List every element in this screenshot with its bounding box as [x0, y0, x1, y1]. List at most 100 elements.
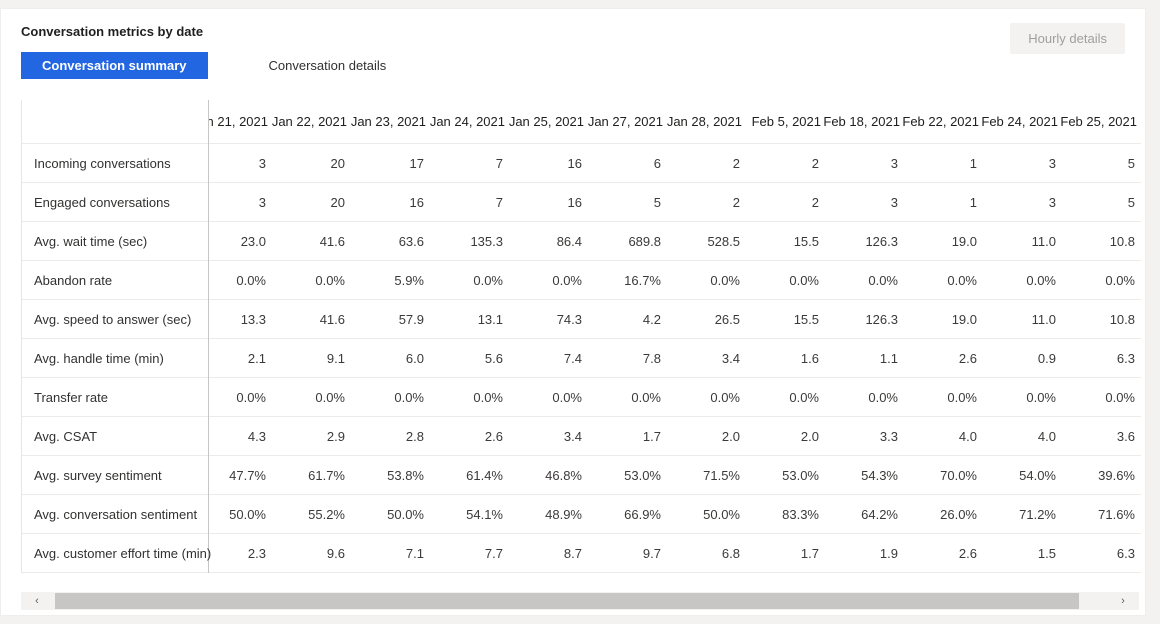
metric-value-cell: 6.3: [1116, 350, 1135, 366]
metric-value-cell: 19.0: [951, 311, 977, 327]
metric-value-cell: 7.1: [405, 545, 424, 561]
metric-value-cell: 7: [495, 194, 503, 210]
metric-value-cell: 2.6: [958, 545, 977, 561]
page-title: Conversation metrics by date: [21, 24, 204, 39]
table-row: 50.0% 55.2% 50.0% 54.1% 48.9% 66.9% 50.0% 83.3%…: [209, 495, 1141, 534]
tab-conversation-details[interactable]: Conversation details: [268, 58, 387, 73]
metric-value-cell: 0.0%: [236, 389, 266, 405]
metric-value-cell: 4.3: [247, 428, 266, 444]
metric-value-cell: 3: [258, 194, 266, 210]
metric-value-cell: 46.8%: [545, 467, 582, 483]
scrollbar-track[interactable]: [53, 592, 1107, 610]
metric-value-cell: 0.0%: [1105, 389, 1135, 405]
metric-row-label: Incoming conversations: [22, 144, 208, 183]
metric-value-cell: 16: [409, 194, 424, 210]
metric-value-cell: 0.0%: [789, 272, 819, 288]
metric-value-cell: 54.3%: [861, 467, 898, 483]
metric-value-cell: 15.5: [793, 311, 819, 327]
metric-value-cell: 7: [495, 155, 503, 171]
table-row: 13.3 41.6 57.9 13.1 74.3 4.2 26.5 15.5 126.3 19.0…: [209, 300, 1141, 339]
metric-value-cell: 6.8: [721, 545, 740, 561]
metric-value-cell: 0.0%: [1026, 272, 1056, 288]
metric-row-label: Avg. CSAT: [22, 417, 208, 456]
metric-value-cell: 0.0%: [394, 389, 424, 405]
metric-value-cell: 7.8: [642, 350, 661, 366]
metric-value-cell: 3: [890, 155, 898, 171]
metric-value-cell: 6.0: [405, 350, 424, 366]
metric-value-cell: 53.0%: [624, 467, 661, 483]
metric-value-cell: 9.7: [642, 545, 661, 561]
date-column-header: Feb 5, 2021: [751, 114, 821, 129]
hourly-details-button[interactable]: Hourly details: [1010, 23, 1125, 54]
metric-value-cell: 3.6: [1116, 428, 1135, 444]
metric-value-cell: 19.0: [951, 233, 977, 249]
metric-value-cell: 1: [969, 155, 977, 171]
metric-value-cell: 3: [258, 155, 266, 171]
metric-value-cell: 6: [653, 155, 661, 171]
table-row: 2.1 9.1 6.0 5.6 7.4 7.8 3.4 1.6 1.1 2.6 0.9 6.3: [209, 339, 1141, 378]
metric-value-cell: 64.2%: [861, 506, 898, 522]
metric-value-cell: 4.2: [642, 311, 661, 327]
tab-conversation-summary[interactable]: Conversation summary: [21, 52, 208, 79]
metric-value-cell: 1.9: [879, 545, 898, 561]
metric-value-cell: 689.8: [628, 233, 661, 249]
metric-value-cell: 16: [567, 155, 582, 171]
metric-value-cell: 126.3: [865, 233, 898, 249]
metric-value-cell: 9.1: [326, 350, 345, 366]
metric-value-cell: 1.1: [879, 350, 898, 366]
metric-value-cell: 0.9: [1037, 350, 1056, 366]
metric-value-cell: 54.1%: [466, 506, 503, 522]
horizontal-scrollbar[interactable]: ‹ ›: [21, 592, 1139, 610]
date-column-header: Jan 27, 2021: [587, 114, 663, 129]
metric-value-cell: 53.0%: [782, 467, 819, 483]
metric-value-cell: 5.6: [484, 350, 503, 366]
metric-value-cell: 83.3%: [782, 506, 819, 522]
metric-value-cell: 3: [1048, 194, 1056, 210]
metric-value-cell: 1.5: [1037, 545, 1056, 561]
metric-value-cell: 5: [1127, 194, 1135, 210]
scroll-left-icon[interactable]: ‹: [35, 595, 39, 607]
metric-label-cells: Incoming conversations Engaged conversati…: [22, 144, 211, 573]
metric-value-cell: 7.7: [484, 545, 503, 561]
metric-value-cell: 0.0%: [868, 389, 898, 405]
table-row: 47.7% 61.7% 53.8% 61.4% 46.8% 53.0% 71.5% 53.0%…: [209, 456, 1141, 495]
metric-row-label: Avg. survey sentiment: [22, 456, 208, 495]
metric-value-cell: 11.0: [1031, 311, 1056, 327]
metric-value-cell: 3.4: [563, 428, 582, 444]
metric-value-cell: 2.0: [721, 428, 740, 444]
metric-value-cell: 39.6%: [1098, 467, 1135, 483]
metric-value-cell: 71.5%: [703, 467, 740, 483]
metric-value-cell: 61.4%: [466, 467, 503, 483]
metric-value-cell: 2: [732, 155, 740, 171]
scrollbar-thumb[interactable]: [55, 593, 1079, 609]
metric-value-cell: 4.0: [958, 428, 977, 444]
date-column-header: Jan 21, 2021: [209, 114, 268, 129]
metric-value-cell: 55.2%: [308, 506, 345, 522]
metric-value-cell: 2: [732, 194, 740, 210]
metric-value-cell: 3.4: [721, 350, 740, 366]
date-column-header: Feb 24, 2021: [981, 114, 1058, 129]
metric-row-label: Avg. handle time (min): [22, 339, 208, 378]
metric-value-cell: 0.0%: [1026, 389, 1056, 405]
table-body: 3 20 17 7 16 6 2 2 3 1 3 5 3 20 16 7 16 5 2 2 3 1 3 5 23.0 41.6 63…: [209, 144, 1141, 573]
metric-value-cell: 2.6: [958, 350, 977, 366]
scroll-right-icon[interactable]: ›: [1121, 595, 1125, 607]
metric-value-cell: 41.6: [319, 311, 345, 327]
metric-value-cell: 1: [969, 194, 977, 210]
metric-value-cell: 26.0%: [940, 506, 977, 522]
metric-value-cell: 4.0: [1037, 428, 1056, 444]
card-header: Conversation metrics by date Hourly deta…: [1, 9, 1145, 54]
metric-value-cell: 0.0%: [947, 389, 977, 405]
date-column-header: Feb 18, 2021: [823, 114, 900, 129]
metric-row-label: Avg. conversation sentiment: [22, 495, 208, 534]
metric-row-label: Avg. wait time (sec): [22, 222, 208, 261]
metric-value-cell: 41.6: [319, 233, 345, 249]
metric-value-cell: 3: [890, 194, 898, 210]
metric-value-cell: 1.6: [800, 350, 819, 366]
metric-value-cell: 50.0%: [703, 506, 740, 522]
table-row: 3 20 17 7 16 6 2 2 3 1 3 5: [209, 144, 1141, 183]
metric-value-cell: 48.9%: [545, 506, 582, 522]
metric-value-cell: 9.6: [326, 545, 345, 561]
